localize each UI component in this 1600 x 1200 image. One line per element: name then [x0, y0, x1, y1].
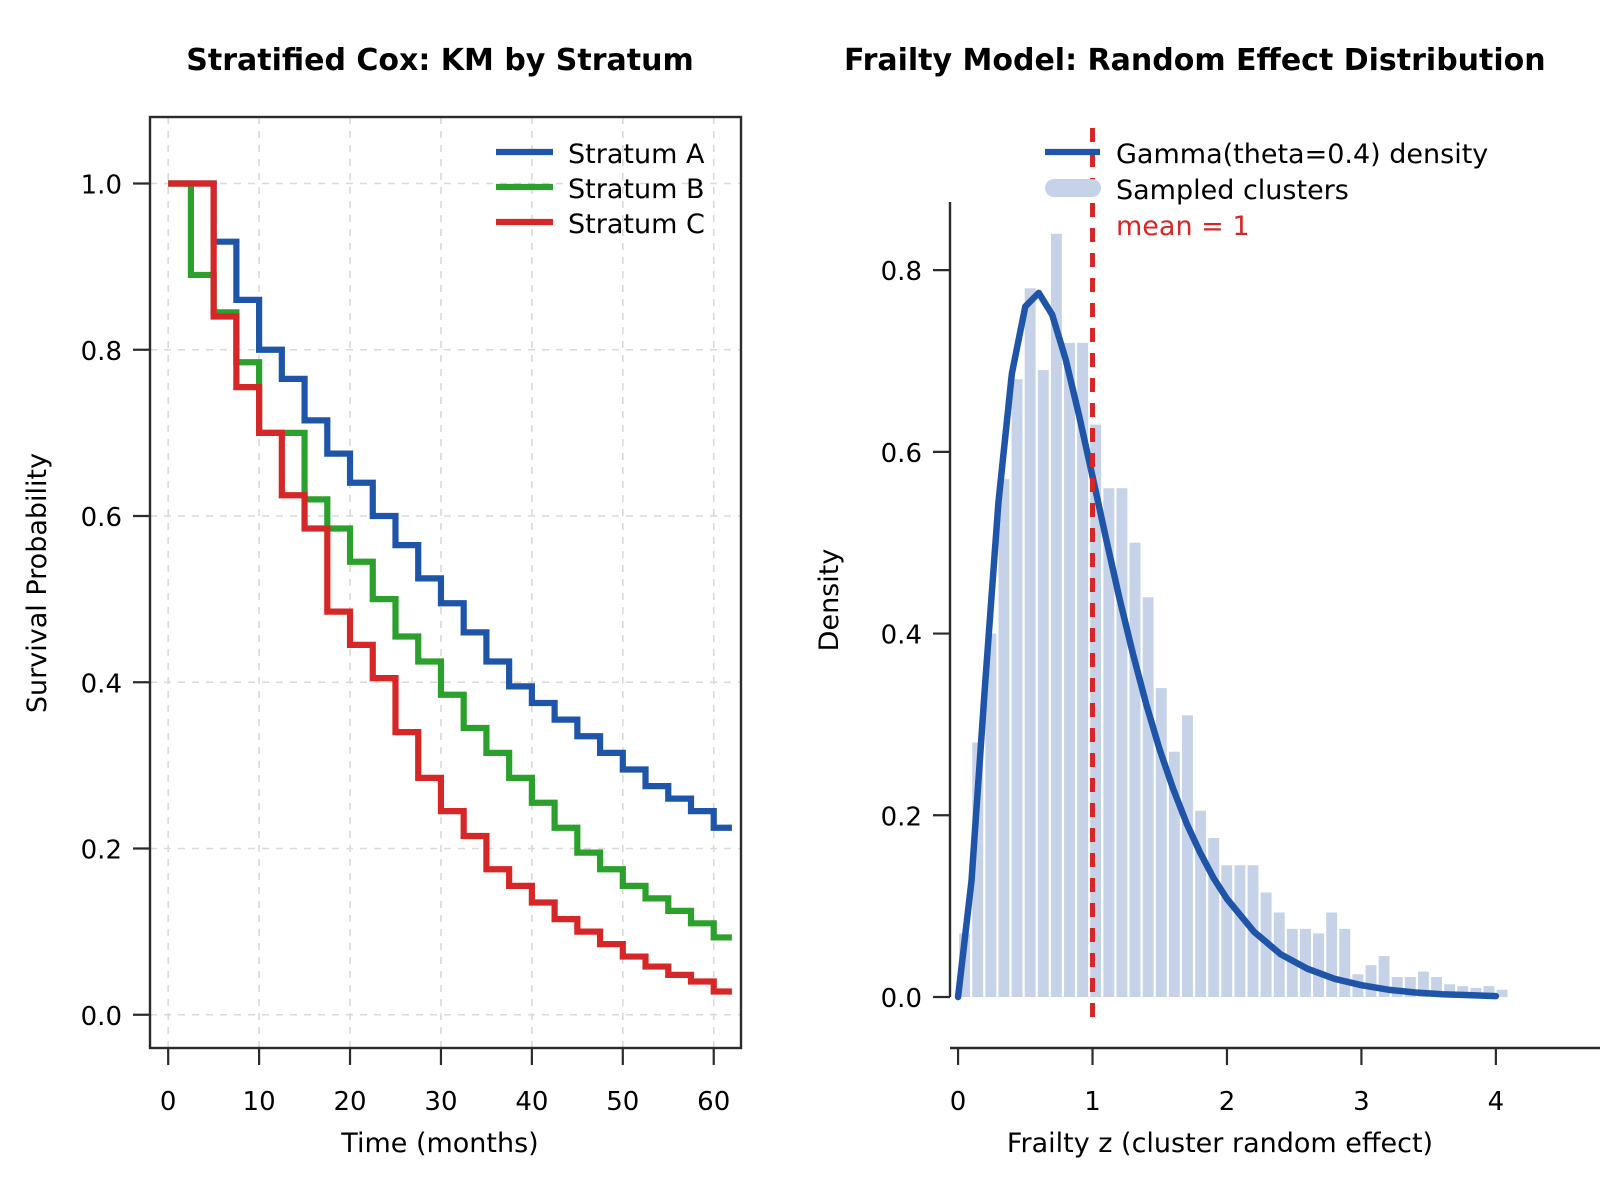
left-y-tick-label: 0.2: [81, 836, 122, 866]
left-y-tick-labels: 0.0 0.2 0.4 0.6 0.8 1.0: [81, 171, 122, 1032]
histogram-bar: [1024, 288, 1036, 997]
histogram-bar: [1457, 986, 1469, 997]
histogram-bar: [1168, 751, 1180, 997]
histogram-bar: [1142, 597, 1154, 997]
right-x-tick-label: 1: [1084, 1087, 1101, 1117]
left-x-tick-label: 30: [424, 1087, 457, 1117]
histogram-bar: [1064, 342, 1075, 997]
right-y-tick-label: 0.8: [881, 257, 922, 287]
histogram-bar: [1050, 233, 1062, 998]
right-x-tick-label: 3: [1353, 1087, 1370, 1117]
right-y-tick-labels: 0.0 0.2 0.4 0.6 0.8: [881, 257, 922, 1014]
left-plot-frame: [148, 115, 743, 1050]
left-x-tick-label: 40: [515, 1087, 548, 1117]
histogram-bar: [1326, 912, 1338, 997]
histogram-bar: [1195, 810, 1207, 997]
right-x-tick-label: 2: [1219, 1087, 1236, 1117]
sampled-clusters-histogram: [959, 233, 1508, 998]
right-y-tick-label: 0.0: [881, 984, 922, 1014]
histogram-bar: [1155, 688, 1167, 997]
histogram-bar: [1077, 342, 1089, 997]
histogram-bar: [1496, 989, 1508, 997]
legend-swatch-sampled-clusters: [1045, 179, 1101, 197]
left-y-tick-label: 1.0: [81, 171, 122, 201]
left-x-tick-label: 60: [697, 1087, 730, 1117]
histogram-bar: [1116, 488, 1128, 997]
frailty-density-chart: Frailty Model: Random Effect Distributio…: [814, 43, 1600, 1159]
left-panel-title: Stratified Cox: KM by Stratum: [186, 43, 694, 78]
histogram-bar: [1182, 715, 1193, 997]
histogram-bar: [1234, 865, 1246, 997]
histogram-bar: [1090, 424, 1102, 998]
histogram-bar: [1037, 370, 1049, 998]
left-x-tick-label: 50: [606, 1087, 639, 1117]
legend-label-gamma-theta-0-4-density: Gamma(theta=0.4) density: [1116, 139, 1488, 170]
histogram-bar: [1417, 971, 1429, 997]
km-curve-stratum-c: [168, 180, 732, 995]
histogram-bar: [1129, 542, 1141, 997]
histogram-bar: [1339, 928, 1351, 997]
legend-label-stratum-c: Stratum C: [568, 209, 705, 240]
left-gridlines: [150, 117, 741, 1048]
histogram-bar: [985, 633, 997, 997]
histogram-bar: [1444, 984, 1456, 997]
legend-label-stratum-a: Stratum A: [568, 139, 705, 170]
gamma-density-curve: [954, 289, 1500, 1001]
histogram-bar: [1378, 956, 1390, 997]
histogram-bar: [1011, 379, 1023, 998]
legend-label-sampled-clusters: Sampled clusters: [1116, 175, 1349, 206]
legend-label-mean-1: mean = 1: [1116, 211, 1250, 242]
histogram-bar: [1313, 933, 1325, 997]
right-y-tick-label: 0.6: [881, 439, 922, 469]
left-y-axis-label: Survival Probability: [22, 453, 53, 713]
right-tickmarks: [933, 269, 1497, 1065]
left-x-tick-label: 10: [243, 1087, 276, 1117]
histogram-bar: [972, 742, 984, 997]
histogram-bar: [1404, 977, 1416, 997]
left-x-axis-label: Time (months): [340, 1128, 538, 1159]
left-x-tick-labels: 0 10 20 30 40 50 60: [160, 1087, 730, 1117]
right-y-axis-label: Density: [814, 549, 845, 652]
left-y-tick-label: 0.8: [81, 337, 122, 367]
km-curve-stratum-b: [168, 180, 732, 941]
histogram-bar: [998, 479, 1010, 998]
right-x-tick-label: 0: [950, 1087, 967, 1117]
left-y-tick-label: 0.6: [81, 503, 122, 533]
right-legend: Gamma(theta=0.4) density Sampled clusters…: [1045, 139, 1488, 242]
km-curve-stratum-a: [168, 180, 732, 831]
left-x-tick-label: 20: [333, 1087, 366, 1117]
left-y-tick-label: 0.4: [81, 669, 122, 699]
right-y-tick-label: 0.2: [881, 802, 922, 832]
histogram-bar: [1431, 977, 1442, 997]
histogram-bar: [1391, 977, 1403, 997]
histogram-bar: [1483, 986, 1495, 997]
histogram-bar: [1208, 838, 1220, 997]
panel-stratified-cox: Stratified Cox: KM by Stratum 0 10 20 30 40 5…: [22, 43, 743, 1159]
left-legend: Stratum A Stratum B Stratum C: [496, 139, 705, 240]
panel-frailty-model: Frailty Model: Random Effect Distributio…: [800, 0, 1600, 1200]
legend-label-stratum-b: Stratum B: [568, 174, 704, 205]
left-x-tick-label: 0: [160, 1087, 177, 1117]
km-survival-chart: Stratified Cox: KM by Stratum 0 10 20 30 40 5…: [22, 43, 743, 1159]
histogram-bar: [1365, 965, 1377, 997]
right-x-tick-label: 4: [1488, 1087, 1505, 1117]
right-x-axis-label: Frailty z (cluster random effect): [1007, 1128, 1433, 1159]
right-panel-title: Frailty Model: Random Effect Distributio…: [844, 43, 1546, 78]
left-y-tick-label: 0.0: [81, 1002, 122, 1032]
histogram-bar: [1221, 865, 1233, 997]
histogram-bar: [1103, 488, 1115, 997]
right-y-tick-label: 0.4: [881, 621, 922, 651]
left-tickmarks: [133, 182, 715, 1065]
histogram-bar: [1299, 928, 1311, 997]
km-step-curves: [168, 180, 732, 995]
right-x-tick-labels: 0 1 2 3 4: [950, 1087, 1504, 1117]
